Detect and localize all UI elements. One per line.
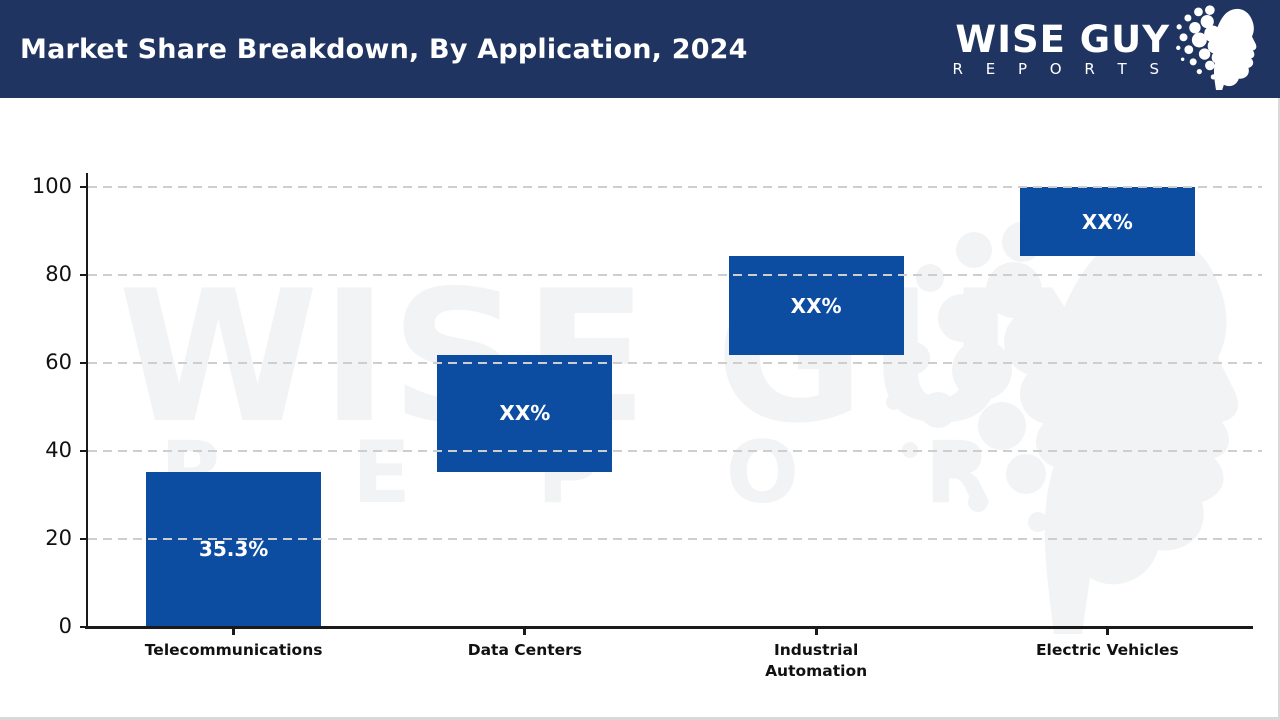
y-gridline bbox=[88, 274, 1262, 276]
y-tick-label: 40 bbox=[45, 438, 72, 462]
y-tick-label: 0 bbox=[58, 614, 72, 638]
bar-industrial-automation bbox=[728, 256, 904, 356]
x-category-label: Industrial Automation bbox=[765, 641, 868, 680]
x-tick bbox=[1105, 627, 1109, 635]
x-category-label: Data Centers bbox=[467, 641, 583, 659]
x-tick bbox=[814, 627, 818, 635]
y-gridline bbox=[88, 362, 1262, 364]
brand-name: WISE GUY bbox=[955, 18, 1170, 61]
y-tick bbox=[80, 450, 88, 452]
y-tick bbox=[80, 362, 88, 364]
bar-value-label: XX% bbox=[1081, 209, 1133, 234]
y-tick bbox=[80, 274, 88, 276]
bar-value-label: XX% bbox=[790, 293, 842, 318]
page-title: Market Share Breakdown, By Application, … bbox=[20, 33, 748, 65]
y-tick bbox=[80, 626, 88, 628]
bar-data-centers bbox=[437, 355, 613, 472]
brand-head-icon bbox=[1172, 4, 1260, 94]
y-tick bbox=[80, 538, 88, 540]
x-category-label: Electric Vehicles bbox=[1035, 641, 1179, 659]
y-tick bbox=[80, 186, 88, 188]
y-axis-spine bbox=[86, 173, 88, 627]
y-tick-label: 20 bbox=[45, 526, 72, 550]
bar-electric-vehicles bbox=[1019, 187, 1195, 257]
bar-value-label: XX% bbox=[499, 401, 551, 426]
x-category-label: Telecommunications bbox=[144, 641, 323, 659]
brand-logo: WISE GUY R E P O R T S bbox=[953, 4, 1260, 94]
x-tick bbox=[523, 627, 527, 635]
y-gridline bbox=[88, 538, 1262, 540]
brand-wordmark: WISE GUY R E P O R T S bbox=[953, 21, 1170, 77]
x-tick bbox=[232, 627, 236, 635]
bar-value-label: 35.3% bbox=[198, 537, 269, 562]
y-gridline bbox=[88, 186, 1262, 188]
y-gridline bbox=[88, 450, 1262, 452]
y-tick-label: 100 bbox=[31, 174, 72, 198]
header-bar: Market Share Breakdown, By Application, … bbox=[0, 0, 1280, 98]
y-tick-label: 80 bbox=[45, 262, 72, 286]
brand-subtitle: R E P O R T S bbox=[952, 60, 1168, 78]
bar-telecommunications bbox=[146, 471, 322, 627]
x-axis-line bbox=[85, 626, 1253, 629]
y-tick-label: 60 bbox=[45, 350, 72, 374]
